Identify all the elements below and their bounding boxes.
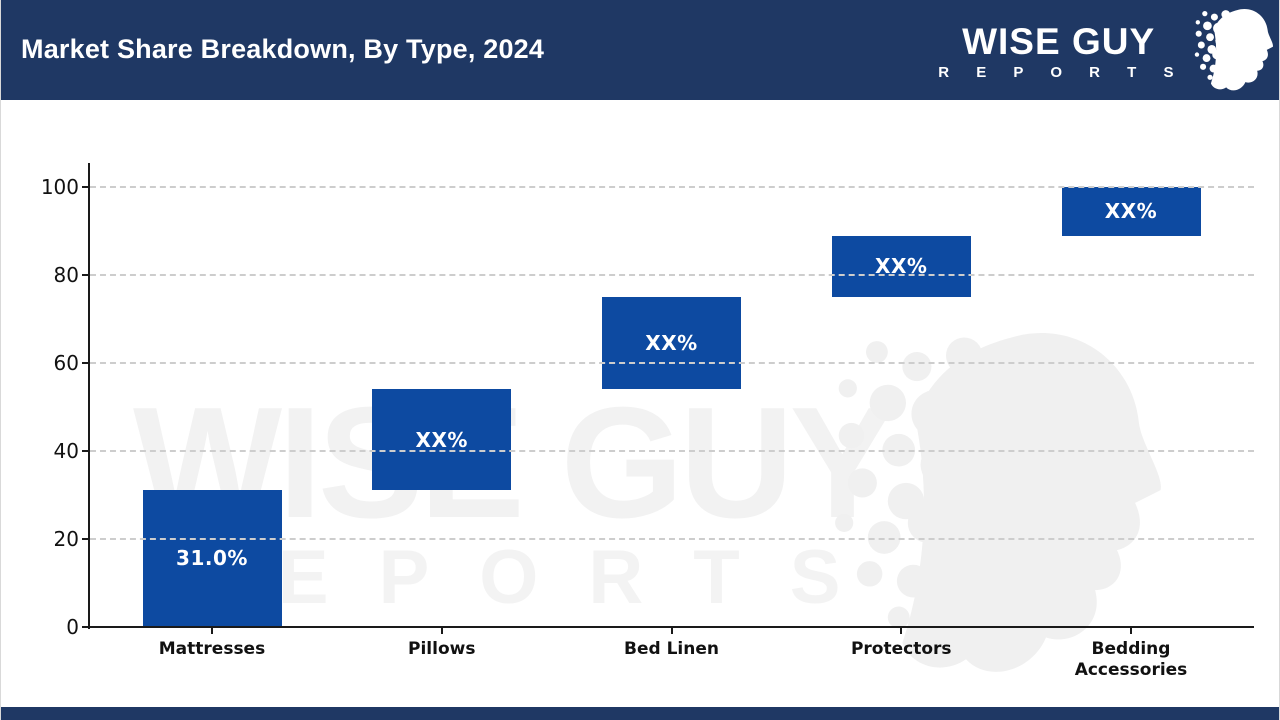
y-gridline — [90, 274, 1254, 277]
y-gridline — [90, 537, 1254, 540]
footer-bar — [1, 707, 1279, 720]
x-category-label: Bed Linen — [557, 639, 787, 660]
y-tick — [82, 361, 89, 364]
x-tick — [670, 627, 673, 634]
bar-value-label: XX% — [415, 427, 468, 452]
y-gridline — [90, 361, 1254, 364]
x-category-label-line: Pillows — [408, 638, 476, 659]
x-tick — [1130, 627, 1132, 634]
y-tick-label: 20 — [53, 526, 79, 551]
x-category-label: Protectors — [786, 639, 1016, 660]
y-tick — [82, 449, 89, 452]
y-gridline — [90, 449, 1254, 452]
waterfall-chart: WISE GUY REPORTS 0 20 40 60 80 100 31.0% Mattre… — [1, 100, 1279, 707]
x-axis-spine — [88, 626, 1254, 628]
chart-title: Market Share Breakdown, By Type, 2024 — [21, 34, 545, 64]
y-tick — [82, 537, 89, 540]
bar-value-label: 31.0% — [176, 546, 248, 571]
watermark-text-line2: REPORTS — [173, 535, 891, 620]
y-tick-label: 100 — [40, 175, 79, 200]
y-tick — [82, 186, 89, 189]
y-tick-label: 0 — [66, 614, 79, 639]
bar-pillows: XX% — [372, 389, 512, 491]
y-tick-label: 80 — [53, 263, 79, 288]
x-tick — [211, 627, 213, 634]
x-category-label-line: Protectors — [850, 638, 952, 659]
y-tick — [82, 274, 89, 277]
logo-text-line1: WISE GUY — [962, 21, 1156, 62]
header-bar: Market Share Breakdown, By Type, 2024 WI… — [1, 0, 1279, 100]
wise-guy-logo: WISE GUY R E P O R T S — [932, 22, 1185, 82]
x-category-label-line: Mattresses — [158, 638, 266, 659]
logo-text-line2: R E P O R T S — [938, 64, 1185, 81]
y-axis-spine — [88, 163, 90, 629]
y-tick-label: 40 — [53, 438, 79, 463]
bar-protectors: XX% — [831, 235, 971, 298]
y-gridline — [90, 186, 1254, 189]
x-category-label-line: Bed Linen — [624, 638, 719, 659]
bar-mattresses: 31.0% — [142, 490, 282, 627]
y-tick — [82, 625, 89, 628]
x-tick — [900, 627, 903, 634]
logo-head-icon — [1187, 4, 1275, 100]
x-category-label: Bedding Accessories — [1016, 639, 1246, 681]
y-tick-label: 60 — [53, 350, 79, 375]
x-tick — [440, 627, 443, 634]
x-category-label-line: Bedding — [1091, 638, 1171, 659]
bar-value-label: XX% — [645, 331, 698, 356]
x-category-label: Mattresses — [97, 639, 327, 660]
bar-bed-linen: XX% — [602, 297, 741, 390]
x-category-label: Pillows — [327, 639, 557, 660]
bar-bedding-accessories: XX% — [1061, 187, 1201, 236]
x-category-label-line: Accessories — [1074, 659, 1188, 680]
bar-value-label: XX% — [1104, 199, 1158, 224]
